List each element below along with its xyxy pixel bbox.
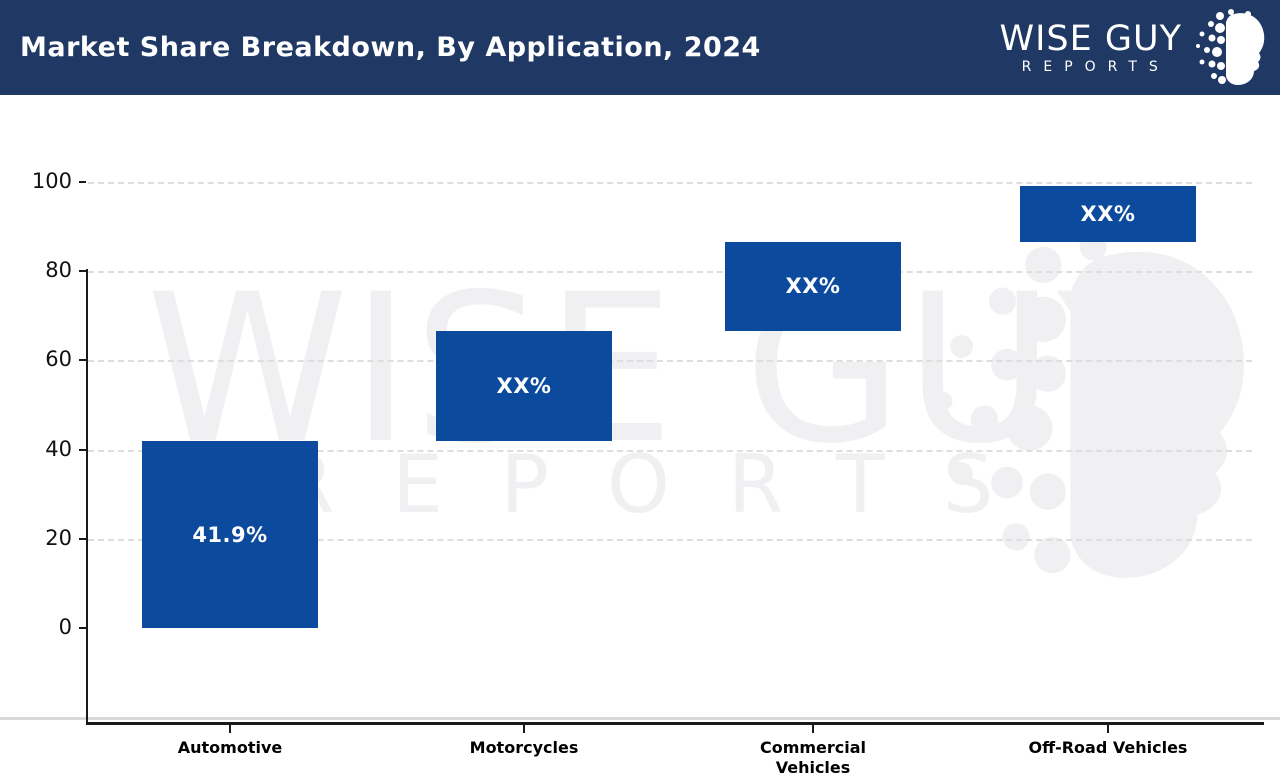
y-tick-label-80: 80 [45, 258, 72, 283]
y-tick-mark-0 [79, 627, 86, 629]
bar-automotive: 41.9% [142, 441, 318, 628]
bottom-border [0, 717, 1280, 720]
y-tick-mark-80 [79, 270, 86, 273]
x-axis-line [86, 722, 1264, 725]
x-category-label-1: Motorcycles [469, 738, 579, 757]
bar-value-label: XX% [496, 373, 552, 398]
x-category-label-3: Off-Road Vehicles [1028, 738, 1188, 757]
y-tick-mark-40 [79, 448, 86, 451]
x-tick-mark-2 [812, 725, 814, 733]
x-category-label-2: Commercial Vehicles [759, 738, 867, 777]
logo-text: WISE GUY REPORTS [999, 18, 1182, 76]
y-tick-mark-100 [79, 181, 86, 183]
bar-value-label: 41.9% [192, 522, 268, 547]
x-tick-mark-1 [523, 725, 525, 733]
bar-off-road-vehicles: XX% [1020, 185, 1196, 242]
y-tick-label-100: 100 [31, 169, 72, 193]
logo-face-icon [1196, 9, 1265, 85]
gridline-20 [88, 538, 1252, 541]
y-axis-line [86, 269, 88, 723]
bar-value-label: XX% [785, 274, 841, 299]
gridline-80 [88, 271, 1252, 274]
bar-motorcycles: XX% [436, 330, 612, 442]
x-tick-mark-3 [1107, 725, 1109, 733]
x-tick-mark-0 [229, 725, 231, 733]
logo-wordmark: WISE GUY [999, 18, 1182, 59]
gridline-40 [88, 449, 1252, 452]
gridline-60 [88, 360, 1252, 363]
y-tick-mark-60 [79, 359, 86, 362]
wise-guy-logo: WISE GUY REPORTS [999, 6, 1270, 90]
gridline-100 [88, 182, 1252, 184]
bar-commercial-vehicles: XX% [725, 241, 901, 331]
bar-value-label: XX% [1080, 201, 1136, 226]
y-tick-label-40: 40 [45, 436, 72, 461]
market-share-chart: 0 20 40 60 80 100 41.9% Automotive XX% Motorcycle… [0, 95, 1280, 777]
y-tick-label-20: 20 [45, 525, 72, 550]
page-title: Market Share Breakdown, By Application, … [20, 32, 761, 63]
header-bar: Market Share Breakdown, By Application, … [0, 0, 1280, 95]
y-tick-mark-20 [79, 537, 86, 540]
y-tick-label-0: 0 [58, 615, 72, 639]
y-tick-label-60: 60 [45, 347, 72, 372]
x-category-label-0: Automotive [177, 738, 283, 757]
logo-subtitle: REPORTS [1021, 59, 1170, 76]
